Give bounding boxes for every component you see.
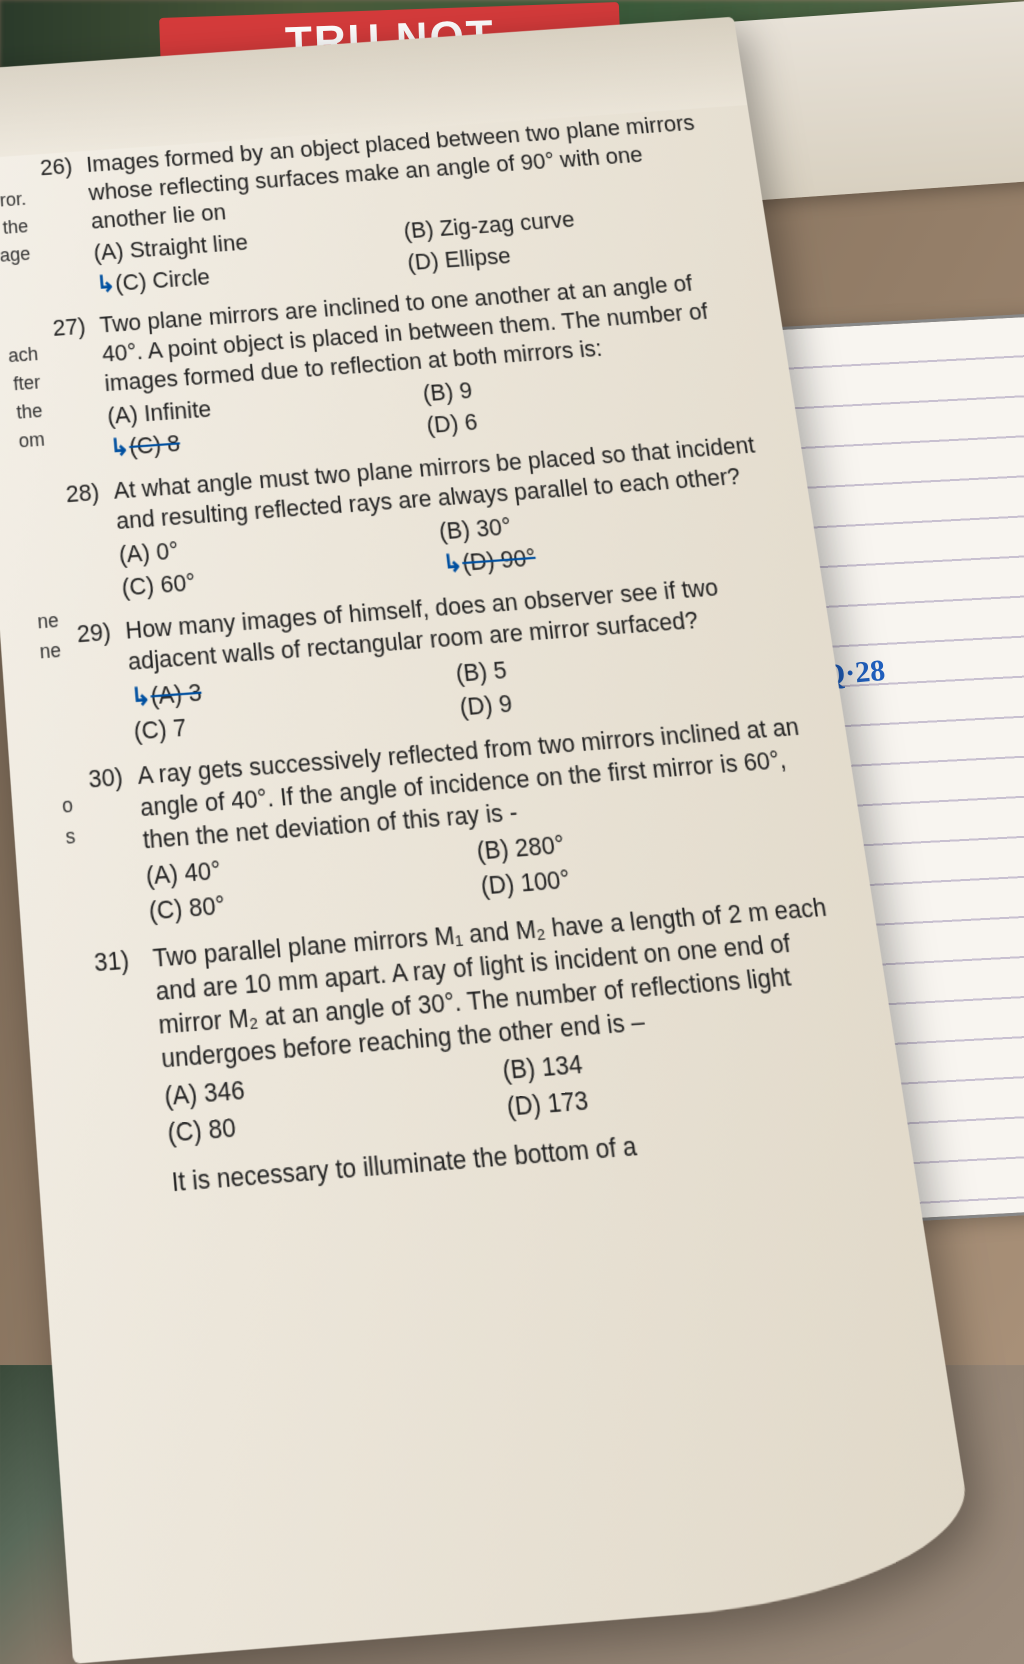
questions-main: 26) Images formed by an object placed be… [29, 108, 869, 1205]
margin-line: ne [0, 606, 60, 640]
margin-line: o [11, 790, 74, 826]
question-number: 26) [29, 151, 88, 183]
question-number: 30) [76, 760, 139, 797]
margin-line: ne [0, 636, 62, 670]
question-number: 31) [90, 941, 154, 979]
question-number: 29) [65, 616, 127, 652]
margin-line: om [0, 425, 46, 458]
question-number: 28) [54, 476, 115, 511]
margin-line: the [0, 397, 44, 430]
margin-line: fter [0, 368, 41, 401]
question-number: 27) [41, 311, 101, 344]
margin-line: age [0, 240, 31, 272]
margin-line: s [14, 821, 77, 857]
margin-line: ach [0, 340, 39, 372]
